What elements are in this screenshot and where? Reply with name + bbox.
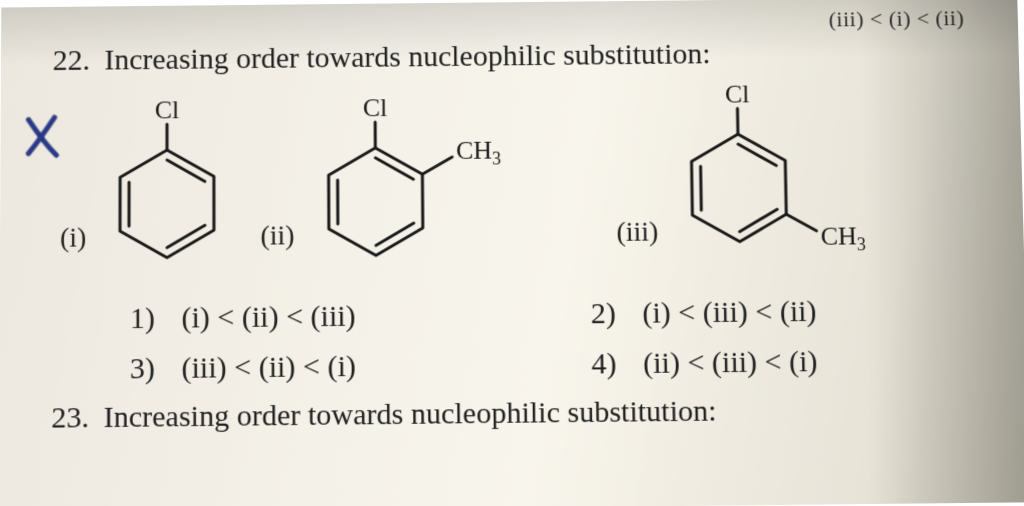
cl-label: Cl — [362, 93, 387, 122]
chlorobenzene-icon: Cl — [92, 91, 242, 292]
ch3-label: CH3 — [820, 221, 866, 255]
structure-i: (i) Cl — [60, 91, 243, 292]
o-chlorotoluene-icon: Cl CH3 — [300, 88, 521, 289]
structure-ii-label: (ii) — [260, 220, 294, 290]
question-number: 22. — [53, 42, 105, 80]
ch3-label: CH3 — [456, 135, 501, 168]
cl-label: Cl — [724, 79, 749, 108]
options-grid: 1) (i) < (ii) < (iii) 2) (i) < (iii) < (… — [130, 293, 973, 386]
cl-label: Cl — [155, 95, 179, 124]
option-2-number: 2) — [591, 296, 636, 331]
structure-iii: (iii) Cl CH3 — [614, 75, 885, 287]
spacer — [539, 287, 599, 288]
option-2-text: (i) < (iii) < (ii) — [642, 294, 817, 329]
next-question-fragment: 23.Increasing order towards nucleophilic… — [51, 391, 1004, 435]
structure-iii-label: (iii) — [616, 216, 659, 286]
next-question-number: 23. — [51, 400, 103, 435]
pen-mark-icon — [22, 113, 62, 159]
option-3: 3) (iii) < (ii) < (i) — [130, 348, 512, 386]
option-2: 2) (i) < (iii) < (ii) — [591, 293, 972, 331]
next-question-text: Increasing order towards nucleophilic su… — [104, 394, 717, 434]
page: (iii) < (i) < (ii) 22.Increasing order t… — [0, 0, 1024, 506]
m-chlorotoluene-icon: Cl CH3 — [662, 75, 885, 286]
question-text: Increasing order towards nucleophilic su… — [104, 38, 710, 77]
option-1-text: (i) < (ii) < (iii) — [181, 299, 355, 334]
option-4-number: 4) — [591, 346, 636, 381]
option-1-number: 1) — [130, 301, 174, 336]
option-4: 4) (ii) < (iii) < (i) — [591, 343, 973, 381]
option-3-number: 3) — [130, 351, 174, 386]
structures-row: (i) Cl (ii) — [60, 74, 1001, 293]
option-1: 1) (i) < (ii) < (iii) — [130, 298, 511, 336]
question-heading: 22.Increasing order towards nucleophilic… — [53, 33, 996, 80]
option-4-text: (ii) < (iii) < (i) — [643, 344, 818, 379]
structure-i-label: (i) — [60, 222, 87, 292]
structure-ii: (ii) Cl CH3 — [260, 88, 521, 290]
option-3-text: (iii) < (ii) < (i) — [181, 349, 356, 384]
